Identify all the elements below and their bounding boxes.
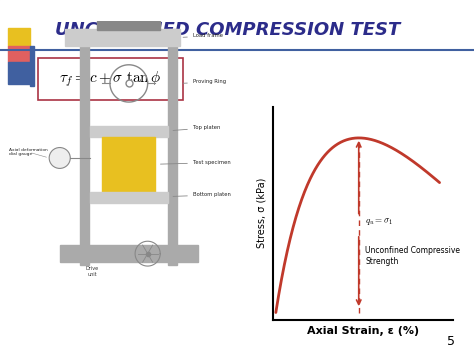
Text: $\tau_f = c + \sigma\ \tan\phi$: $\tau_f = c + \sigma\ \tan\phi$ <box>59 69 161 89</box>
Y-axis label: Stress, σ (kPa): Stress, σ (kPa) <box>257 178 267 248</box>
Bar <box>30 46 34 86</box>
Text: Top platen: Top platen <box>173 125 220 130</box>
Text: $q_u = \sigma_1$: $q_u = \sigma_1$ <box>365 216 393 227</box>
Text: Test specimen: Test specimen <box>161 160 231 165</box>
Bar <box>8 46 30 62</box>
Text: Drive
unit: Drive unit <box>86 266 99 277</box>
Bar <box>65 29 180 46</box>
Bar <box>102 137 155 192</box>
Text: Bottom platen: Bottom platen <box>173 192 231 197</box>
Bar <box>8 62 30 84</box>
Text: Unconfined Compressive
Strength: Unconfined Compressive Strength <box>365 246 460 266</box>
Bar <box>8 28 30 46</box>
Text: UNCONFINED COMPRESSION TEST: UNCONFINED COMPRESSION TEST <box>55 21 400 39</box>
Text: Axial deformation
dial gauge: Axial deformation dial gauge <box>9 148 48 157</box>
Text: Load frame: Load frame <box>183 33 223 38</box>
Bar <box>98 21 160 30</box>
Text: Proving Ring: Proving Ring <box>183 80 226 84</box>
Bar <box>90 192 168 203</box>
Circle shape <box>49 148 70 168</box>
X-axis label: Axial Strain, ε (%): Axial Strain, ε (%) <box>307 327 419 337</box>
Bar <box>60 245 198 262</box>
Text: 5: 5 <box>447 335 455 348</box>
Bar <box>90 126 168 137</box>
Bar <box>168 29 177 265</box>
Bar <box>80 29 90 265</box>
Bar <box>38 58 183 100</box>
